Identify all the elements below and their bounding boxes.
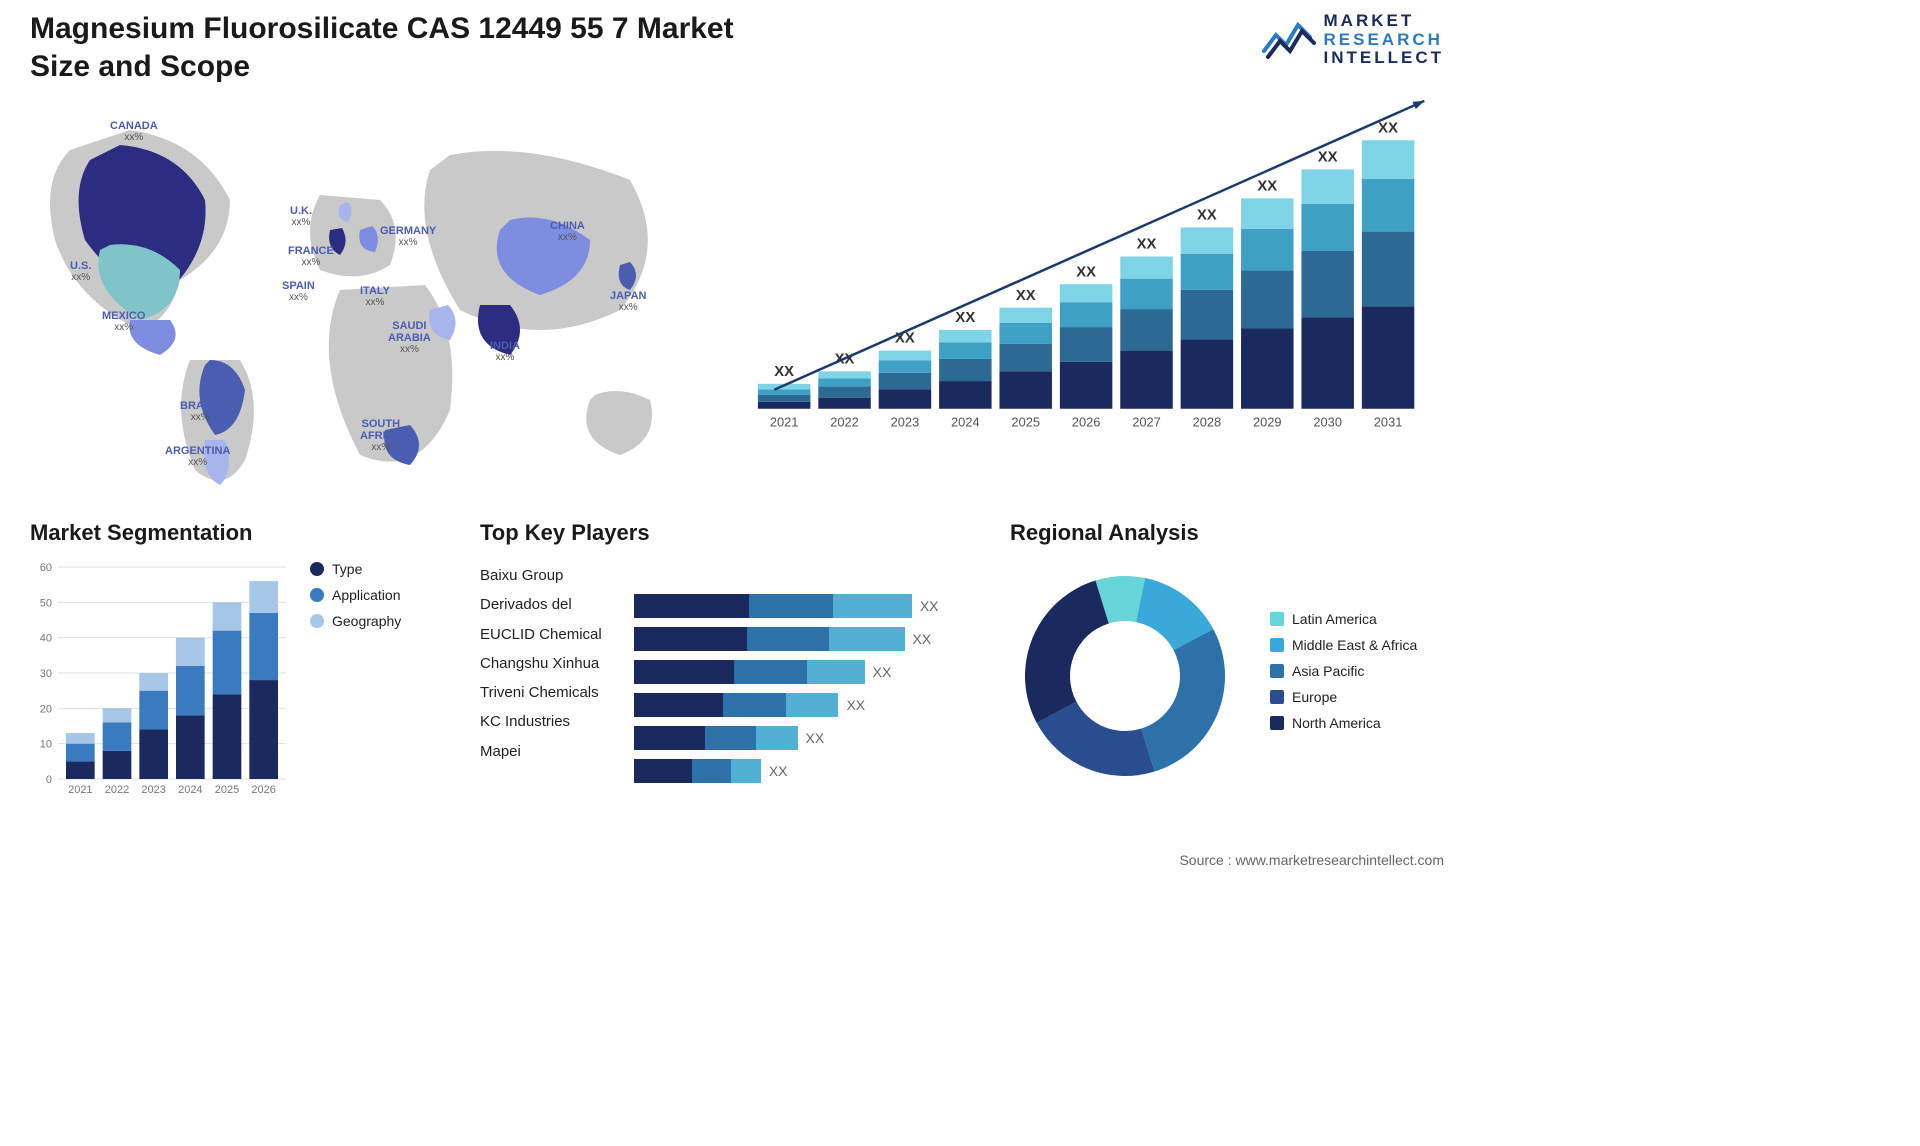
svg-text:2025: 2025 [215,784,239,796]
map-label: ARGENTINAxx% [165,445,230,468]
player-bar: XX [634,627,980,651]
page-title: Magnesium Fluorosilicate CAS 12449 55 7 … [30,10,750,85]
svg-text:2024: 2024 [178,784,202,796]
segmentation-chart: 0 10 20 30 40 50 60 2021 2022 2023 2024 2025 2026 [30,561,290,801]
player-bar [634,561,980,585]
player-name: Derivados del [480,590,620,619]
segmentation-legend: Type Application Geography [310,561,401,801]
svg-text:XX: XX [1257,178,1277,194]
map-label: GERMANYxx% [380,225,436,248]
logo-mark-icon [1262,17,1316,63]
regional-donut-chart [1010,561,1240,791]
player-name: Mapei [480,737,620,766]
svg-text:30: 30 [40,668,52,680]
player-name-list: Baixu GroupDerivados delEUCLID ChemicalC… [480,561,620,766]
player-bar: XX [634,693,980,717]
svg-text:50: 50 [40,597,52,609]
logo-line1: MARKET [1324,12,1445,31]
svg-text:2026: 2026 [1072,415,1101,430]
map-label: U.K.xx% [290,205,312,228]
svg-text:2030: 2030 [1313,415,1342,430]
logo-line2: RESEARCH [1324,31,1445,50]
map-label: JAPANxx% [610,290,646,313]
player-name: Baixu Group [480,561,620,590]
map-label: ITALYxx% [360,285,390,308]
player-name: EUCLID Chemical [480,620,620,649]
svg-text:60: 60 [40,562,52,574]
svg-text:2028: 2028 [1193,415,1222,430]
player-bar: XX [634,726,980,750]
player-bar: XX [634,594,980,618]
map-label: MEXICOxx% [102,310,145,333]
svg-text:XX: XX [895,331,915,347]
svg-text:XX: XX [1016,288,1036,304]
svg-text:2024: 2024 [951,415,980,430]
legend-item: Europe [1270,689,1417,705]
logo-line3: INTELLECT [1324,49,1445,68]
regional-title: Regional Analysis [1010,520,1442,546]
svg-text:XX: XX [1318,149,1338,165]
svg-text:2021: 2021 [68,784,92,796]
legend-item: Geography [310,613,401,629]
legend-item: North America [1270,715,1417,731]
svg-text:XX: XX [774,364,794,380]
brand-logo: MARKET RESEARCH INTELLECT [1262,12,1445,68]
map-label: INDIAxx% [490,340,520,363]
svg-text:XX: XX [1197,208,1217,224]
world-map: CANADAxx% U.S.xx% MEXICOxx% BRAZILxx% ARGENT… [30,100,710,500]
svg-text:2022: 2022 [105,784,129,796]
map-label: FRANCExx% [288,245,334,268]
map-label: SOUTHAFRICAxx% [360,418,402,453]
source-line: Source : www.marketresearchintellect.com [1179,852,1444,868]
player-name: KC Industries [480,707,620,736]
map-label: CANADAxx% [110,120,158,143]
svg-text:40: 40 [40,633,52,645]
svg-text:2027: 2027 [1132,415,1161,430]
regional-legend: Latin America Middle East & Africa Asia Pa… [1270,611,1417,741]
legend-item: Application [310,587,401,603]
map-label: U.S.xx% [70,260,91,283]
growth-bar-chart: XX 2021 XX 2022 XX 2023 XX 2024 XX 2025 XX 2026 XX 20… [750,100,1442,500]
svg-text:2022: 2022 [830,415,859,430]
legend-item: Middle East & Africa [1270,637,1417,653]
map-label: SAUDIARABIAxx% [388,320,431,355]
map-label: BRAZILxx% [180,400,220,423]
svg-text:2026: 2026 [251,784,275,796]
map-label: CHINAxx% [550,220,585,243]
player-bar: XX [634,759,980,783]
players-title: Top Key Players [480,520,980,546]
segmentation-title: Market Segmentation [30,520,450,546]
svg-text:20: 20 [40,703,52,715]
svg-text:2021: 2021 [770,415,799,430]
map-label: SPAINxx% [282,280,315,303]
svg-text:10: 10 [40,739,52,751]
svg-text:2025: 2025 [1011,415,1040,430]
legend-item: Type [310,561,401,577]
svg-text:XX: XX [1137,237,1157,253]
players-panel: Top Key Players Baixu GroupDerivados del… [480,520,980,820]
svg-text:2023: 2023 [891,415,920,430]
svg-text:2029: 2029 [1253,415,1282,430]
player-bar-chart: XX XX XX XX XX XX [634,561,980,801]
svg-text:0: 0 [46,774,52,786]
legend-item: Latin America [1270,611,1417,627]
svg-text:XX: XX [1378,120,1398,136]
svg-text:2031: 2031 [1374,415,1403,430]
legend-item: Asia Pacific [1270,663,1417,679]
segmentation-panel: Market Segmentation 0 10 20 30 40 50 60 2021 202… [30,520,450,820]
svg-text:XX: XX [955,310,975,326]
svg-text:2023: 2023 [141,784,165,796]
regional-panel: Regional Analysis Latin America Middle Ea… [1010,520,1442,820]
player-name: Changshu Xinhua [480,649,620,678]
svg-text:XX: XX [1076,264,1096,280]
player-name: Triveni Chemicals [480,678,620,707]
player-bar: XX [634,660,980,684]
